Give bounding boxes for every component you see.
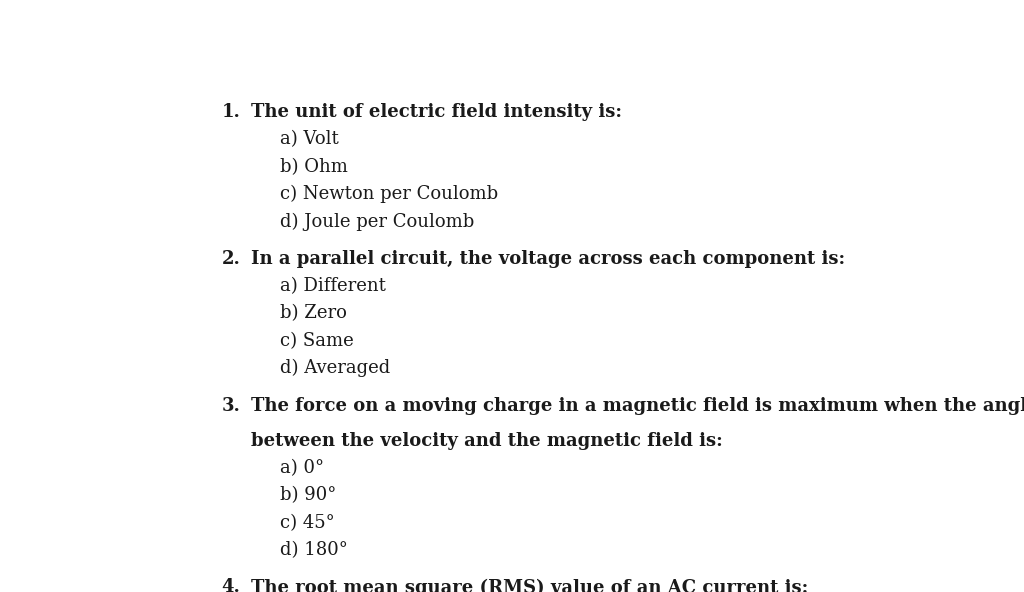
Text: c) Newton per Coulomb: c) Newton per Coulomb [281,185,499,203]
Text: 1.: 1. [221,103,241,121]
Text: d) Joule per Coulomb: d) Joule per Coulomb [281,213,474,231]
Text: b) Zero: b) Zero [281,304,347,323]
Text: between the velocity and the magnetic field is:: between the velocity and the magnetic fi… [251,432,723,449]
Text: The root mean square (RMS) value of an AC current is:: The root mean square (RMS) value of an A… [251,578,808,592]
Text: c) 45°: c) 45° [281,514,335,532]
Text: b) Ohm: b) Ohm [281,157,348,176]
Text: 3.: 3. [221,397,241,414]
Text: c) Same: c) Same [281,332,354,350]
Text: a) Volt: a) Volt [281,130,339,149]
Text: d) Averaged: d) Averaged [281,359,390,377]
Text: In a parallel circuit, the voltage across each component is:: In a parallel circuit, the voltage acros… [251,250,845,268]
Text: d) 180°: d) 180° [281,541,348,559]
Text: The unit of electric field intensity is:: The unit of electric field intensity is: [251,103,622,121]
Text: 4.: 4. [221,578,241,592]
Text: a) Different: a) Different [281,277,386,295]
Text: a) 0°: a) 0° [281,459,325,477]
Text: 2.: 2. [221,250,241,268]
Text: b) 90°: b) 90° [281,486,337,504]
Text: The force on a moving charge in a magnetic field is maximum when the angle: The force on a moving charge in a magnet… [251,397,1024,414]
